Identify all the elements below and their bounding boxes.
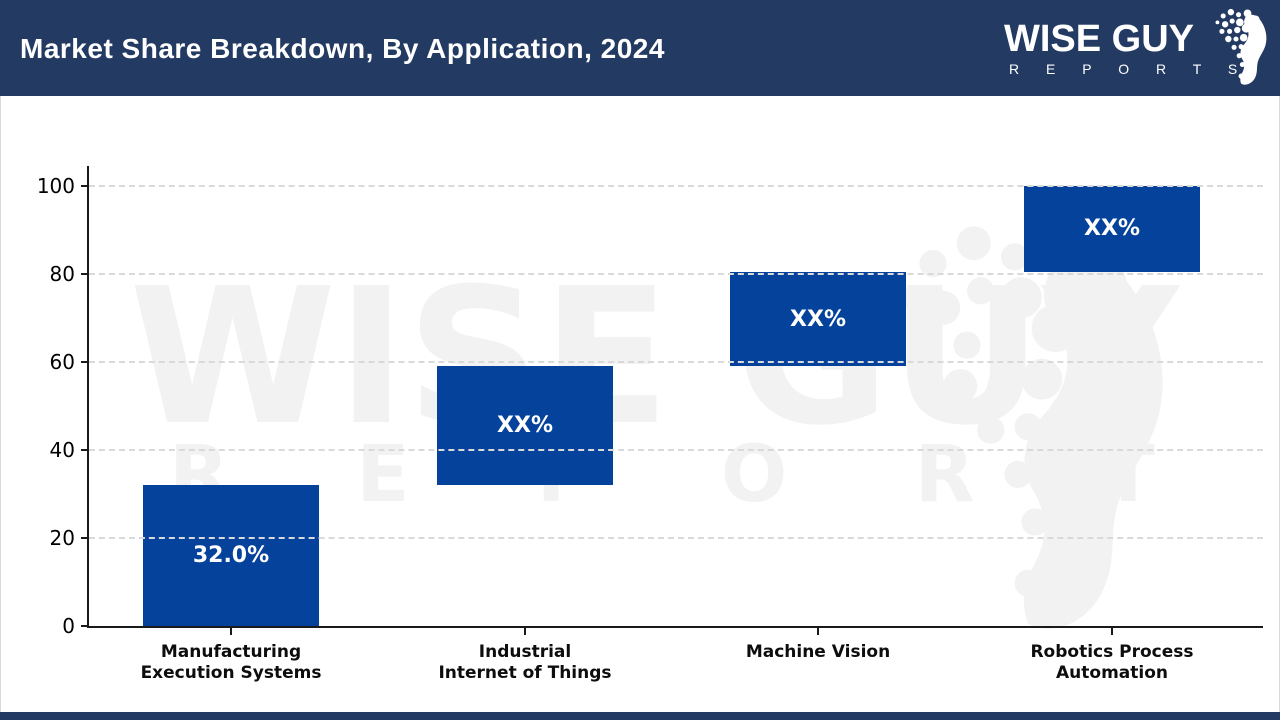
bar-value-label: XX% bbox=[497, 413, 553, 439]
logo-wordmark: WISE GUY bbox=[1004, 18, 1195, 60]
y-tick-mark bbox=[81, 185, 89, 187]
gridline bbox=[89, 449, 1263, 451]
wise-guy-logo: WISE GUY R E P O R T S bbox=[1004, 4, 1268, 92]
logo-text: WISE GUY R E P O R T S bbox=[1004, 20, 1249, 77]
footer-bar bbox=[0, 712, 1280, 720]
category-label-line: Industrial bbox=[478, 642, 572, 662]
x-tick-mark bbox=[230, 628, 232, 635]
category-label-line: Machine Vision bbox=[745, 642, 891, 662]
bar-segment: XX% bbox=[1024, 186, 1200, 272]
category-label: Manufacturing Execution Systems bbox=[81, 642, 381, 684]
category-label-line: Internet of Things bbox=[438, 663, 612, 683]
x-tick-mark bbox=[1111, 628, 1113, 635]
bar-value-label: XX% bbox=[790, 306, 846, 332]
y-tick-label: 0 bbox=[62, 614, 75, 638]
y-tick-mark bbox=[81, 537, 89, 539]
header-bar: Market Share Breakdown, By Application, … bbox=[0, 0, 1280, 96]
x-axis-line bbox=[87, 626, 1263, 628]
bar-segment: XX% bbox=[730, 271, 906, 367]
gridline bbox=[89, 273, 1263, 275]
wise-guy-head-icon bbox=[1215, 8, 1267, 85]
bar-segment: XX% bbox=[437, 366, 613, 486]
category-label-line: Robotics Process bbox=[1030, 642, 1194, 662]
y-tick-mark bbox=[81, 273, 89, 275]
category-label-line: Automation bbox=[1056, 663, 1168, 683]
category-label: Machine Vision bbox=[668, 642, 968, 663]
logo-subtitle: R E P O R T S bbox=[1009, 61, 1249, 77]
y-axis-line bbox=[87, 166, 89, 628]
gridline bbox=[89, 537, 1263, 539]
bar-segment: 32.0% bbox=[143, 485, 319, 626]
y-tick-mark bbox=[81, 449, 89, 451]
bar-value-label: 32.0% bbox=[192, 543, 270, 569]
category-label: Robotics Process Automation bbox=[962, 642, 1262, 684]
y-tick-label: 100 bbox=[36, 174, 75, 198]
bar-value-label: XX% bbox=[1084, 216, 1140, 242]
page-title: Market Share Breakdown, By Application, … bbox=[20, 33, 665, 64]
y-tick-label: 20 bbox=[49, 526, 75, 550]
x-tick-mark bbox=[524, 628, 526, 635]
category-label-line: Manufacturing bbox=[160, 642, 302, 662]
category-label: Industrial Internet of Things bbox=[375, 642, 675, 684]
x-tick-mark bbox=[817, 628, 819, 635]
y-tick-mark bbox=[81, 625, 89, 627]
gridline bbox=[89, 361, 1263, 363]
chart-plot-area: WISE GUY R E P O R T S 32.0% XX% XX% XX% 0 20… bbox=[0, 96, 1280, 712]
y-tick-mark bbox=[81, 361, 89, 363]
category-label-line: Execution Systems bbox=[140, 663, 322, 683]
gridline bbox=[89, 185, 1263, 187]
y-tick-label: 60 bbox=[49, 350, 75, 374]
y-tick-label: 80 bbox=[49, 262, 75, 286]
y-tick-label: 40 bbox=[49, 438, 75, 462]
